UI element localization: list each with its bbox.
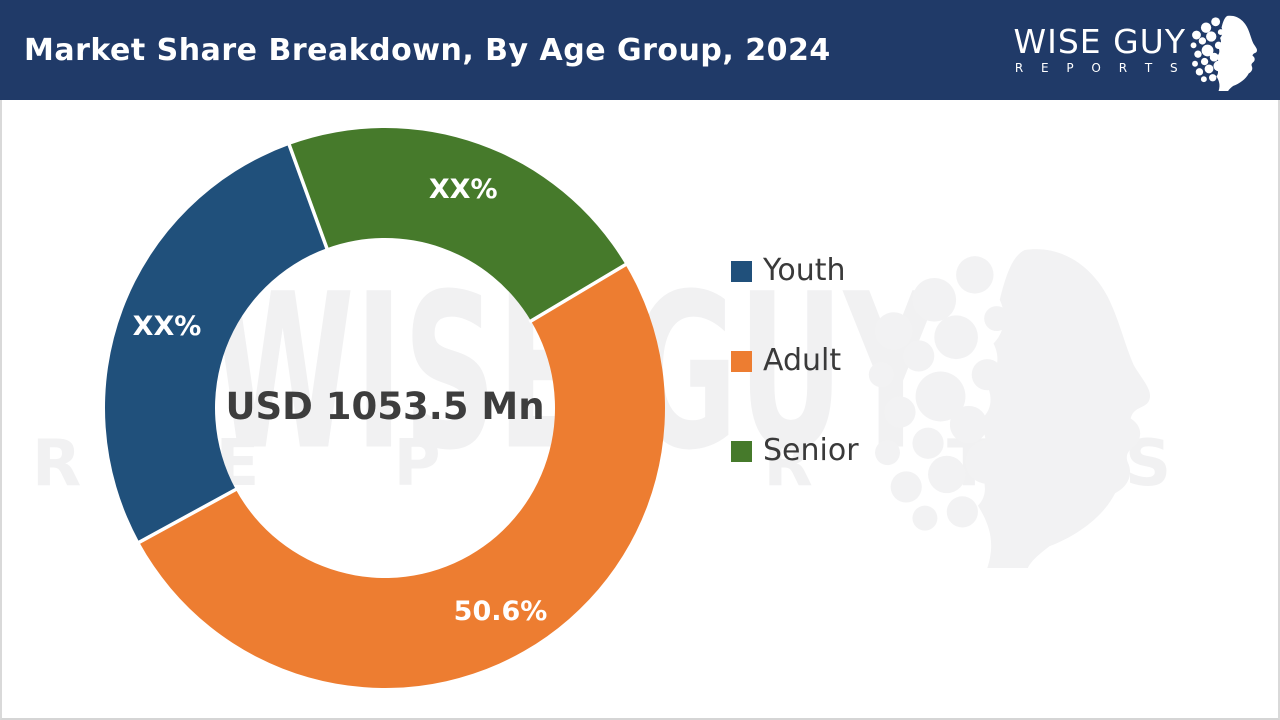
- legend-item-adult: Adult: [731, 346, 859, 376]
- chart-area: WISE GUY R E P O R T S XX%50.6%XX% USD 1…: [0, 100, 1280, 720]
- legend-swatch-adult: [731, 350, 752, 372]
- segment-label-adult: 50.6%: [454, 596, 548, 627]
- brand-name: WISE GUY: [1013, 21, 1186, 61]
- segment-label-senior: XX%: [429, 174, 498, 205]
- donut-segment-senior: [289, 127, 626, 321]
- donut-chart: XX% 50.6% XX%: [104, 127, 665, 688]
- donut-segment-youth: [104, 144, 327, 543]
- brand-subtitle: R E P O R T S: [1014, 61, 1185, 76]
- legend-item-youth: Youth: [731, 256, 859, 286]
- brand-wordmark: WISE GUY R E P O R T S: [1013, 21, 1186, 76]
- legend-label-senior: Senior: [763, 433, 859, 468]
- brand-head-icon: [1190, 15, 1258, 91]
- segment-separator: [286, 142, 330, 251]
- segment-separator: [136, 486, 239, 545]
- watermark-head-icon: [868, 249, 1151, 568]
- legend: Youth Adult Senior: [731, 256, 859, 526]
- segment-separator: [528, 262, 629, 324]
- donut-center-label: USD 1053.5 Mn: [225, 385, 545, 428]
- legend-label-youth: Youth: [763, 253, 846, 288]
- page-title: Market Share Breakdown, By Age Group, 20…: [24, 32, 831, 68]
- legend-swatch-youth: [731, 260, 752, 282]
- brand-logo: WISE GUY R E P O R T S: [1013, 10, 1260, 91]
- legend-swatch-senior: [731, 440, 752, 462]
- legend-label-adult: Adult: [763, 343, 842, 378]
- donut-segment-adult: [139, 264, 665, 688]
- segment-label-youth: XX%: [133, 311, 202, 342]
- header-bar: Market Share Breakdown, By Age Group, 20…: [0, 0, 1280, 100]
- legend-item-senior: Senior: [731, 436, 859, 466]
